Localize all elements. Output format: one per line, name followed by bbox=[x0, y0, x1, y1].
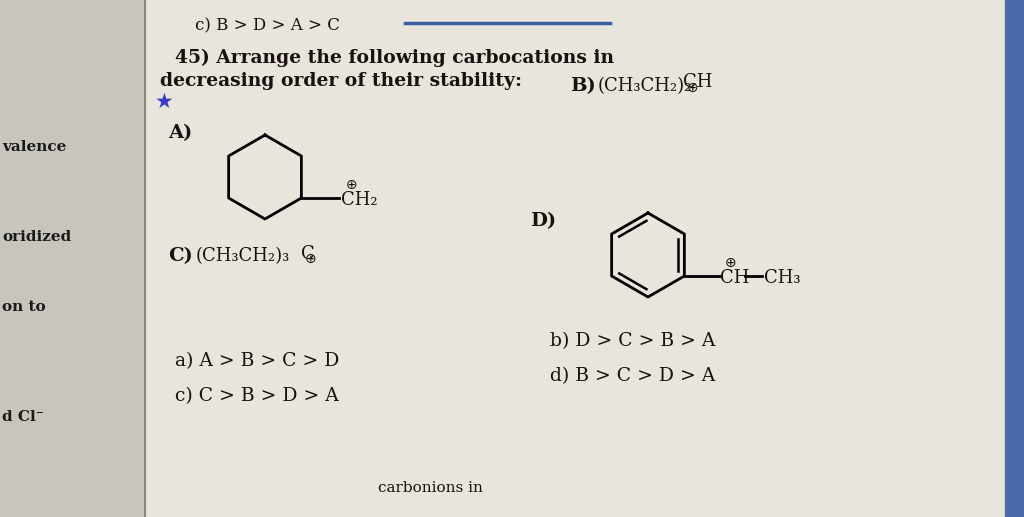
Text: oridized: oridized bbox=[2, 230, 72, 244]
Text: decreasing order of their stability:: decreasing order of their stability: bbox=[160, 72, 522, 90]
Text: ⊕: ⊕ bbox=[345, 178, 357, 192]
Text: CH: CH bbox=[720, 269, 750, 287]
Text: (CH₃CH₂)₃: (CH₃CH₂)₃ bbox=[196, 247, 290, 265]
Text: B): B) bbox=[570, 77, 596, 95]
Text: CH₂: CH₂ bbox=[341, 191, 378, 209]
Text: valence: valence bbox=[2, 140, 67, 154]
Text: d Cl⁻: d Cl⁻ bbox=[2, 410, 44, 424]
Text: b) D > C > B > A: b) D > C > B > A bbox=[550, 332, 716, 350]
Text: c) C > B > D > A: c) C > B > D > A bbox=[175, 387, 339, 405]
Text: C: C bbox=[301, 245, 314, 263]
Text: D): D) bbox=[530, 212, 556, 230]
Text: C): C) bbox=[168, 247, 193, 265]
Bar bbox=[0, 0, 145, 517]
Bar bbox=[1005, 0, 1024, 517]
Text: ★: ★ bbox=[155, 92, 174, 112]
Text: ⊕: ⊕ bbox=[305, 252, 316, 266]
Text: carbonions in: carbonions in bbox=[378, 481, 482, 495]
Text: ⊕: ⊕ bbox=[687, 81, 698, 95]
Text: (CH₃CH₂)₂: (CH₃CH₂)₂ bbox=[598, 77, 692, 95]
Text: 45) Arrange the following carbocations in: 45) Arrange the following carbocations i… bbox=[175, 49, 614, 67]
Bar bbox=[145, 0, 1010, 517]
Text: CH: CH bbox=[683, 73, 713, 91]
Text: CH₃: CH₃ bbox=[764, 269, 801, 287]
Text: ⊕: ⊕ bbox=[725, 256, 736, 270]
Text: c) B > D > A > C: c) B > D > A > C bbox=[195, 17, 340, 34]
Text: a) A > B > C > D: a) A > B > C > D bbox=[175, 352, 339, 370]
Text: A): A) bbox=[168, 124, 193, 142]
Text: on to: on to bbox=[2, 300, 46, 314]
Text: d) B > C > D > A: d) B > C > D > A bbox=[550, 367, 715, 385]
